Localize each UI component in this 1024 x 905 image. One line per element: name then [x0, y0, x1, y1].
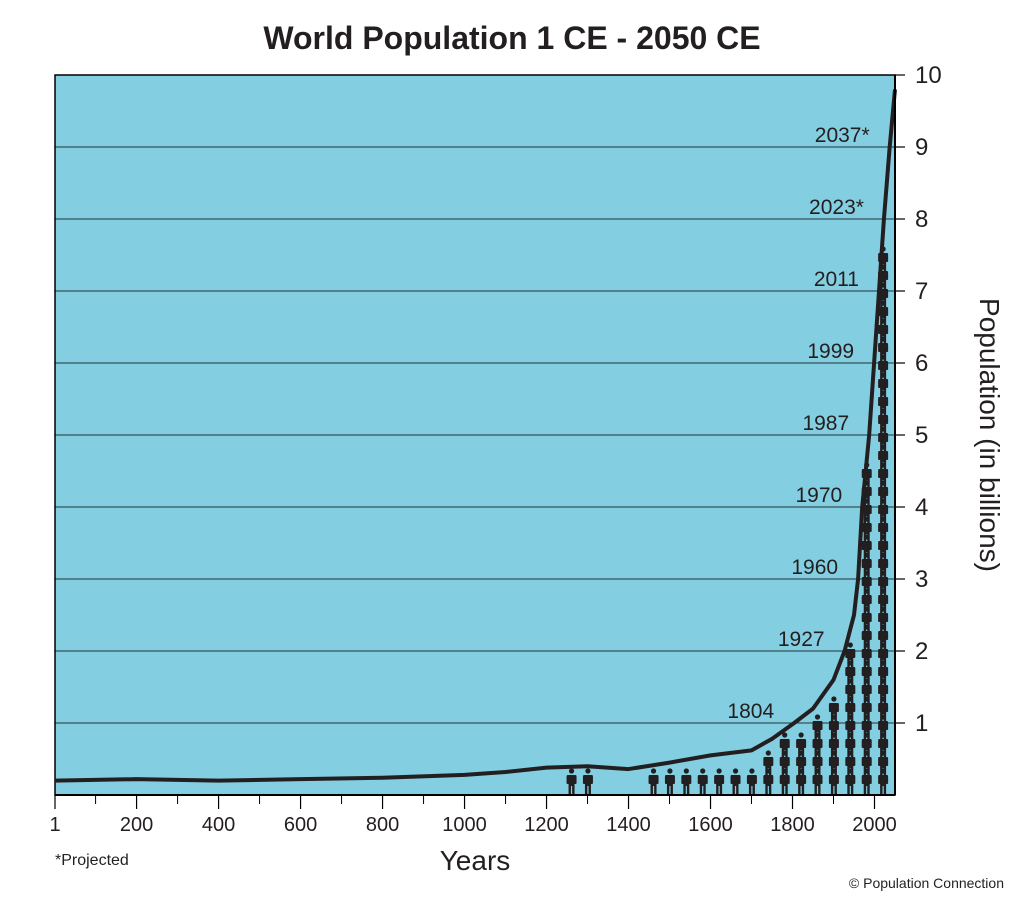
- milestone-year: 2011: [814, 268, 859, 291]
- milestone-year: 1970: [795, 484, 842, 507]
- x-tick-label: 800: [366, 814, 399, 836]
- y-tick-label: 1: [915, 710, 928, 737]
- y-tick-label: 4: [915, 494, 928, 521]
- y-axis-label: Population (in billions): [974, 298, 1005, 572]
- milestone-year: 1960: [791, 556, 838, 579]
- milestone-year: 2037*: [815, 124, 870, 147]
- chart-svg: 1200400600800100012001400160018002000123…: [0, 0, 1024, 905]
- x-axis-label: Years: [440, 845, 511, 876]
- copyright: © Population Connection: [849, 875, 1004, 891]
- y-tick-label: 5: [915, 422, 928, 449]
- y-tick-label: 3: [915, 566, 928, 593]
- y-tick-label: 6: [915, 350, 928, 377]
- y-tick-label: 9: [915, 134, 928, 161]
- y-tick-label: 7: [915, 278, 928, 305]
- x-tick-label: 1400: [606, 814, 651, 836]
- y-tick-label: 8: [915, 206, 928, 233]
- y-tick-label: 2: [915, 638, 928, 665]
- x-tick-label: 1: [49, 814, 60, 836]
- milestone-year: 1987: [802, 412, 849, 435]
- milestone-year: 1999: [807, 340, 854, 363]
- milestone-year: 1927: [778, 628, 825, 651]
- x-tick-label: 2000: [852, 814, 897, 836]
- x-tick-label: 1800: [770, 814, 815, 836]
- milestone-year: 2023*: [809, 196, 864, 219]
- x-tick-label: 400: [202, 814, 235, 836]
- y-tick-label: 10: [915, 62, 942, 89]
- x-tick-label: 1600: [688, 814, 733, 836]
- footnote-projected: *Projected: [55, 852, 129, 870]
- x-tick-label: 600: [284, 814, 317, 836]
- x-tick-label: 200: [120, 814, 153, 836]
- milestone-year: 1804: [727, 700, 774, 723]
- x-tick-label: 1200: [524, 814, 569, 836]
- x-tick-label: 1000: [442, 814, 487, 836]
